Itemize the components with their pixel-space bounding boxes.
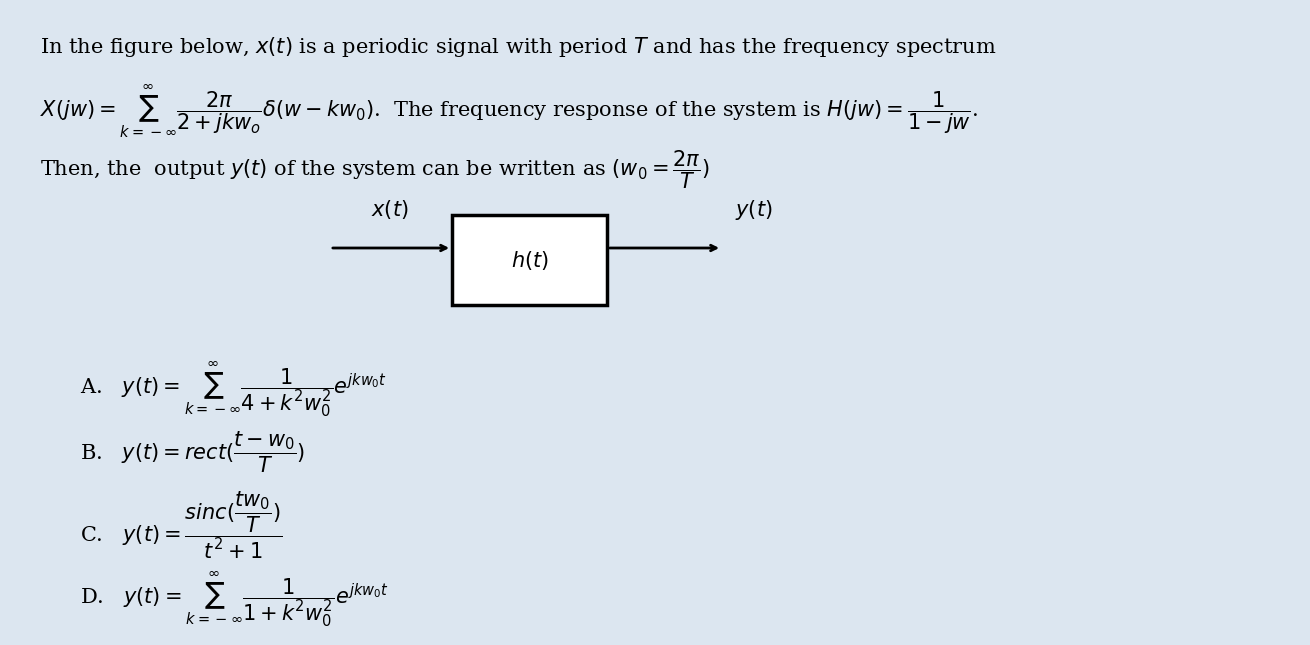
Text: In the figure below, $x(t)$ is a periodic signal with period $T$ and has the fre: In the figure below, $x(t)$ is a periodi… (41, 35, 997, 59)
Text: $x(t)$: $x(t)$ (371, 198, 409, 221)
Text: $y(t)$: $y(t)$ (735, 198, 773, 222)
Text: $X(jw) = \sum_{k=-\infty}^{\infty}\dfrac{2\pi}{2+jkw_o}\delta(w - kw_0)$.  The f: $X(jw) = \sum_{k=-\infty}^{\infty}\dfrac… (41, 82, 979, 140)
Text: D.   $y(t) = \sum_{k=-\infty}^{\infty}\dfrac{1}{1+k^2w_0^2}e^{jkw_0t}$: D. $y(t) = \sum_{k=-\infty}^{\infty}\dfr… (80, 570, 389, 629)
Text: A.   $y(t) = \sum_{k=-\infty}^{\infty}\dfrac{1}{4+k^2w_0^2}e^{jkw_0t}$: A. $y(t) = \sum_{k=-\infty}^{\infty}\dfr… (80, 360, 386, 419)
Text: $h(t)$: $h(t)$ (511, 248, 549, 272)
Bar (452, 215, 607, 305)
Text: B.   $y(t) = rect(\dfrac{t-w_0}{T})$: B. $y(t) = rect(\dfrac{t-w_0}{T})$ (80, 430, 305, 475)
Text: Then, the  output $y(t)$ of the system can be written as $(w_0 = \dfrac{2\pi}{T}: Then, the output $y(t)$ of the system ca… (41, 148, 710, 190)
Text: C.   $y(t) = \dfrac{sinc(\dfrac{tw_0}{T})}{t^2+1}$: C. $y(t) = \dfrac{sinc(\dfrac{tw_0}{T})}… (80, 490, 283, 561)
